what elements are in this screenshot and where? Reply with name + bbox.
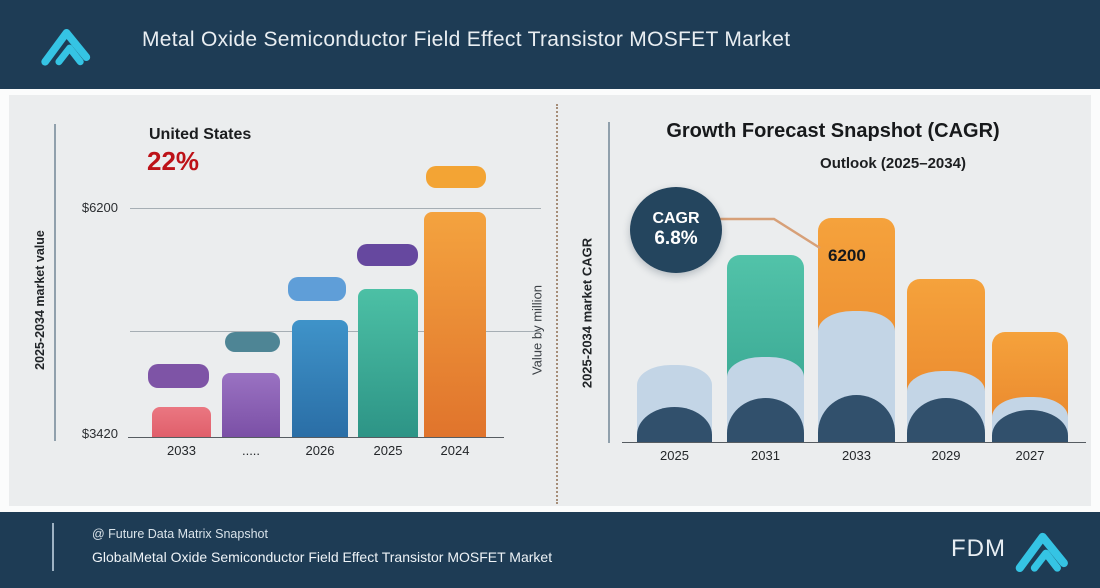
left-x-axis-line xyxy=(128,437,504,438)
footer-divider-line xyxy=(52,523,54,571)
cagr-badge: CAGR 6.8% xyxy=(630,187,722,273)
footer-brand-text: FDM xyxy=(951,535,1006,562)
right-chart-title: Growth Forecast Snapshot (CAGR) xyxy=(666,120,1000,142)
left-y-axis-line xyxy=(54,124,56,441)
right-x-axis-line xyxy=(622,442,1086,443)
footer-bar xyxy=(0,512,1100,588)
left-y-tick-6200: $6200 xyxy=(81,200,118,215)
cagr-badge-value: 6.8% xyxy=(654,228,698,250)
fdm-mountain-icon xyxy=(1010,523,1072,577)
footer-credit: @ Future Data Matrix Snapshot xyxy=(92,527,268,541)
panel-divider-dotted-line xyxy=(556,104,558,504)
left-y-tick-3420: $3420 xyxy=(81,426,118,441)
left-gridline-6200 xyxy=(130,208,541,209)
footer-report-title: GlobalMetal Oxide Semiconductor Field Ef… xyxy=(92,549,553,565)
left-chart-title: United States xyxy=(149,126,252,143)
bar-value-annotation: 6200 xyxy=(828,246,866,265)
page-title: Metal Oxide Semiconductor Field Effect T… xyxy=(142,28,791,51)
cagr-badge-label: CAGR xyxy=(652,210,700,227)
header-bar: Metal Oxide Semiconductor Field Effect T… xyxy=(0,0,1100,89)
left-chart-highlight-value: 22% xyxy=(147,146,200,176)
right-y-axis-line xyxy=(608,122,610,443)
fdm-mountain-icon xyxy=(36,20,94,70)
right-chart-subtitle: Outlook (2025–2034) xyxy=(820,155,966,172)
